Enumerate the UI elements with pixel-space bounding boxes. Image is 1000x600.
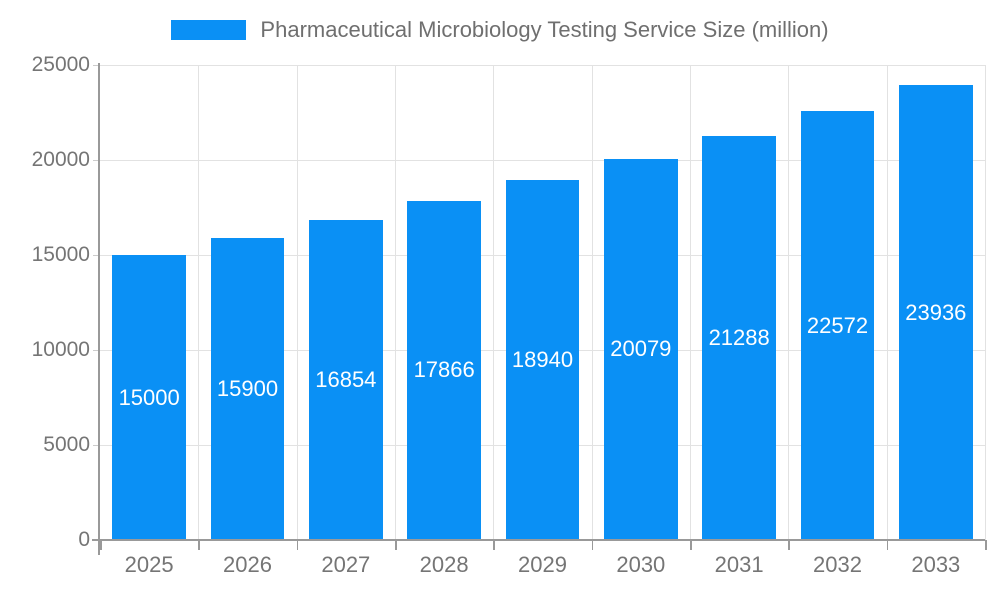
- x-axis-tick: [198, 540, 200, 550]
- bar-value-label: 21288: [708, 324, 770, 350]
- y-axis-tick-label: 20000: [31, 148, 90, 171]
- x-axis-tick: [788, 540, 790, 550]
- x-axis-tick-label: 2033: [911, 552, 961, 577]
- bar[interactable]: 21288: [702, 135, 777, 540]
- bar[interactable]: 22572: [800, 111, 875, 540]
- y-axis-tick-label: 0: [78, 528, 90, 551]
- legend-label[interactable]: Pharmaceutical Microbiology Testing Serv…: [260, 17, 829, 42]
- gridline-vertical: [985, 65, 986, 540]
- legend-swatch[interactable]: [171, 20, 247, 41]
- bar[interactable]: 15900: [210, 237, 285, 540]
- x-axis-tick-label: 2026: [223, 552, 272, 577]
- bar-value-label: 20079: [610, 336, 672, 362]
- bar-value-label: 23936: [905, 299, 967, 325]
- plot-area: 0 5000 10000 15000 20000 25000 2025 15000 2026 15…: [32, 53, 987, 577]
- gridline-vertical: [788, 65, 790, 540]
- x-axis-tick-label: 2031: [714, 552, 764, 577]
- x-axis-tick-label: 2032: [813, 552, 862, 577]
- gridline-vertical: [591, 65, 593, 540]
- y-axis-tick-label: 15000: [31, 243, 90, 266]
- x-axis-tick-label: 2030: [616, 552, 666, 577]
- x-axis-tick-label: 2025: [124, 552, 174, 577]
- x-axis-tick: [985, 540, 987, 550]
- x-axis-tick-label: 2028: [419, 552, 469, 577]
- bar[interactable]: 15000: [112, 255, 187, 540]
- y-axis-tick: [93, 160, 100, 161]
- gridline-vertical: [296, 65, 298, 540]
- bar-value-label: 15900: [216, 375, 279, 401]
- bar[interactable]: 17866: [407, 200, 482, 540]
- bar[interactable]: 23936: [898, 85, 973, 540]
- y-axis-tick-label: 5000: [43, 433, 90, 456]
- bar[interactable]: 20079: [603, 158, 678, 540]
- x-axis-tick-label: 2029: [518, 552, 567, 577]
- x-axis-tick: [690, 540, 692, 550]
- gridline-vertical: [198, 65, 200, 540]
- x-axis-tick-label: 2027: [321, 552, 371, 577]
- y-axis-tick: [93, 65, 100, 66]
- bar[interactable]: 18940: [505, 180, 580, 540]
- bar-value-label: 16854: [315, 366, 377, 392]
- bar-value-label: 22572: [806, 312, 869, 338]
- y-axis-tick: [93, 350, 100, 351]
- x-axis-line: [92, 539, 985, 541]
- x-axis-tick: [886, 540, 889, 550]
- bar-value-label: 15000: [118, 384, 180, 410]
- y-axis-line: [98, 63, 100, 555]
- x-axis-tick: [591, 540, 594, 550]
- gridline-vertical: [690, 65, 691, 540]
- x-axis-tick: [296, 540, 299, 550]
- gridline-vertical: [493, 65, 495, 540]
- legend[interactable]: Pharmaceutical Microbiology Testing Serv…: [0, 17, 1000, 42]
- bar-value-label: 18940: [511, 347, 574, 373]
- gridline-vertical: [395, 65, 396, 540]
- x-axis-tick: [100, 540, 102, 550]
- y-axis-tick: [93, 445, 100, 446]
- bar[interactable]: 16854: [308, 219, 383, 540]
- y-axis-tick-label: 25000: [31, 53, 90, 76]
- x-axis-tick: [395, 540, 397, 550]
- x-axis-tick: [493, 540, 495, 550]
- y-axis-tick: [93, 255, 100, 256]
- y-axis-tick-label: 10000: [31, 338, 90, 361]
- gridline-horizontal: [100, 65, 985, 66]
- gridline-vertical: [886, 65, 888, 540]
- bar-value-label: 17866: [413, 357, 475, 383]
- gridline-horizontal: [100, 160, 985, 161]
